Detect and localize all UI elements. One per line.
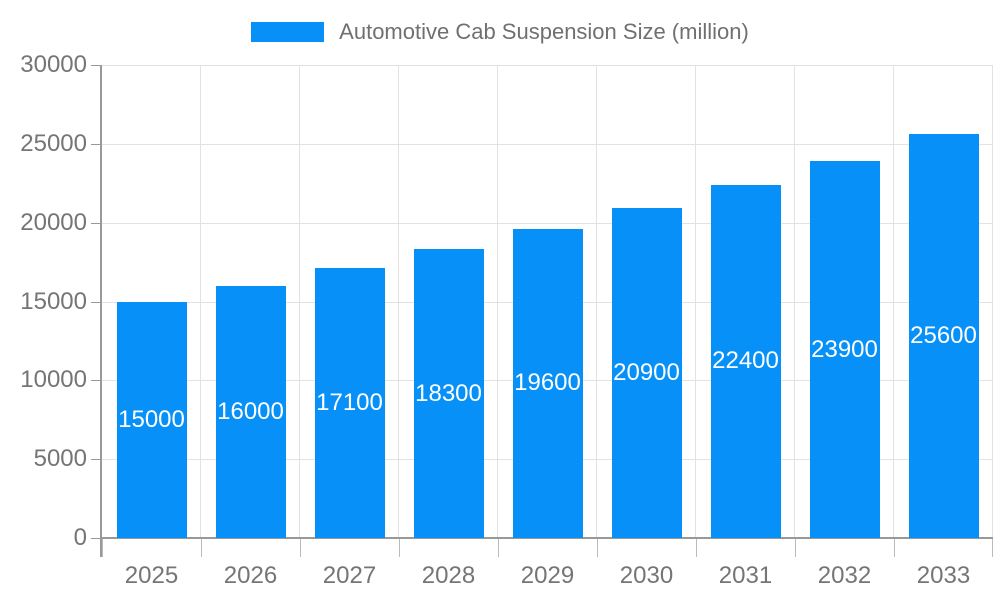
legend-label: Automotive Cab Suspension Size (million) — [339, 19, 749, 44]
x-axis-tick — [696, 539, 697, 557]
x-axis-tick-label: 2032 — [817, 562, 872, 589]
y-axis-tick-label: 20000 — [20, 208, 87, 236]
x-axis-tick — [498, 539, 499, 557]
gridline-v — [596, 65, 597, 538]
x-axis-tick-label: 2028 — [421, 562, 476, 589]
bar-2028[interactable]: 18300 — [413, 249, 484, 538]
y-axis-tick-label: 5000 — [33, 445, 87, 473]
legend-swatch — [251, 22, 325, 42]
x-axis-tick — [399, 539, 400, 557]
bar-2027[interactable]: 17100 — [314, 268, 385, 538]
gridline-h — [102, 143, 993, 145]
x-axis-tick-label: 2026 — [223, 562, 278, 589]
y-axis-tick — [91, 222, 102, 224]
bar-2029[interactable]: 19600 — [512, 228, 583, 538]
gridline-h — [102, 222, 993, 224]
bar-2030[interactable]: 20900 — [611, 208, 682, 538]
bar-value-label: 23900 — [811, 335, 878, 363]
x-axis-tick — [992, 539, 993, 557]
x-axis-tick-label: 2029 — [520, 562, 575, 589]
gridline-v — [398, 65, 399, 538]
x-axis-tick-label: 2025 — [124, 562, 179, 589]
bar-2032[interactable]: 23900 — [809, 161, 880, 538]
gridline-v — [497, 65, 498, 538]
y-axis-tick-label: 0 — [73, 524, 87, 551]
x-axis-tick-label: 2027 — [322, 562, 377, 589]
bar-value-label: 16000 — [217, 397, 284, 425]
bar-2026[interactable]: 16000 — [215, 285, 286, 538]
bar-value-label: 18300 — [415, 379, 482, 407]
x-axis-tick-label: 2030 — [619, 562, 674, 589]
x-axis-tick — [201, 539, 202, 557]
gridline-h — [102, 65, 993, 66]
y-axis-tick — [91, 380, 102, 382]
gridline-v — [299, 65, 300, 538]
bar-value-label: 15000 — [118, 405, 185, 433]
plot-area: 0 5000 10000 15000 20000 25000 30000 15000 2025 1… — [20, 53, 993, 588]
x-axis-line — [100, 537, 993, 539]
x-axis-tick-label: 2033 — [916, 562, 971, 589]
gridline-v — [200, 65, 201, 538]
bar-value-label: 25600 — [910, 322, 977, 350]
y-axis-line — [100, 65, 102, 557]
gridline-v — [893, 65, 894, 538]
y-axis-tick-label: 15000 — [20, 287, 87, 315]
x-axis-tick — [597, 539, 598, 557]
x-axis-tick-label: 2031 — [718, 562, 773, 589]
bar-value-label: 17100 — [316, 389, 383, 417]
bar-value-label: 19600 — [514, 369, 581, 397]
gridline-v — [992, 65, 993, 538]
bar-value-label: 22400 — [712, 347, 779, 375]
x-axis-tick — [102, 539, 103, 557]
x-axis-tick — [795, 539, 796, 557]
y-axis-tick-label: 10000 — [20, 366, 87, 394]
y-axis-tick-label: 30000 — [20, 51, 87, 78]
y-axis-tick — [91, 301, 102, 303]
y-axis-tick — [91, 459, 102, 461]
y-axis-tick — [91, 538, 102, 539]
y-axis-tick — [91, 143, 102, 145]
bar-2031[interactable]: 22400 — [710, 184, 781, 538]
chart-legend[interactable]: Automotive Cab Suspension Size (million) — [0, 21, 1000, 43]
gridline-v — [695, 65, 696, 538]
bar-value-label: 20900 — [613, 359, 680, 387]
gridline-v — [794, 65, 795, 538]
bar-2033[interactable]: 25600 — [908, 134, 979, 538]
y-axis-tick — [91, 65, 102, 66]
bar-2025[interactable]: 15000 — [116, 301, 187, 538]
x-axis-tick — [894, 539, 895, 557]
y-axis-tick-label: 25000 — [20, 129, 87, 157]
x-axis-tick — [300, 539, 301, 557]
